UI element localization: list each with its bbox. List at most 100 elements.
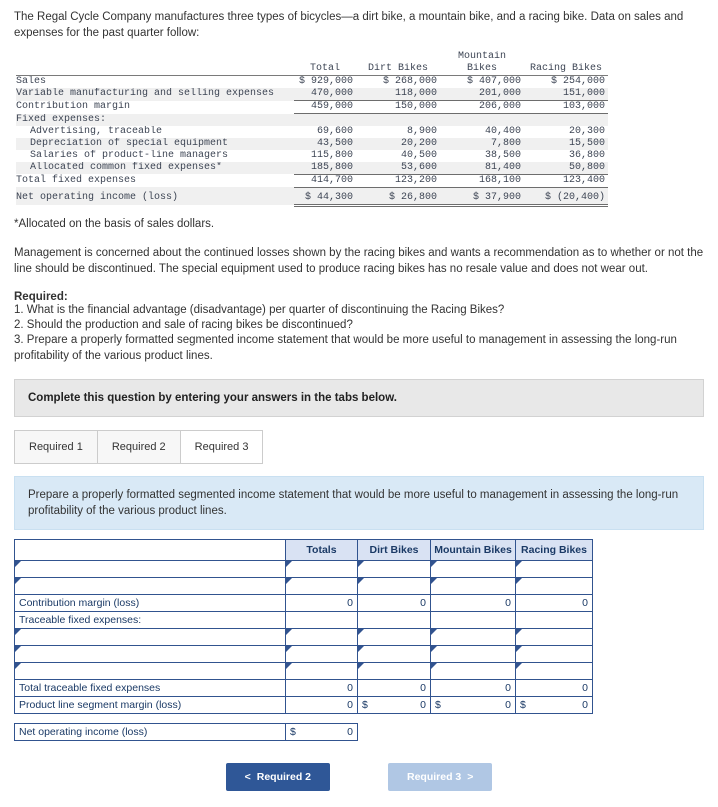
answer-table-row: Total traceable fixed expenses 0 0 0 0	[14, 678, 593, 697]
problem-table-row: Advertising, traceable 69,600 8,900 40,400 2…	[16, 126, 608, 138]
problem-table-header-top: Mountain	[16, 51, 608, 63]
answer-cell-input[interactable]	[515, 644, 593, 663]
answer-cell-input[interactable]	[515, 576, 593, 595]
management-note: Management is concerned about the contin…	[14, 247, 704, 275]
answer-cell-input[interactable]	[430, 644, 516, 663]
answer-cell-input[interactable]	[357, 661, 431, 680]
prev-required-button[interactable]: < Required 2	[225, 762, 330, 791]
problem-row-value: $ 929,000	[298, 76, 353, 88]
problem-row-value: 414,700	[294, 174, 356, 188]
problem-table-row: Net operating income (loss) $ 44,300 $ 26,…	[16, 187, 608, 207]
cell-value: 0	[582, 681, 588, 694]
answer-cell-input[interactable]	[430, 576, 516, 595]
problem-row-value: 185,800	[294, 161, 356, 175]
tab-required-1[interactable]: Required 1	[14, 429, 98, 464]
answer-cell-input[interactable]	[430, 627, 516, 646]
complete-question-banner: Complete this question by entering your …	[14, 378, 704, 417]
problem-table-row: Variable manufacturing and selling expen…	[16, 88, 608, 102]
answer-label-input[interactable]	[14, 661, 286, 680]
col-header-dirt-bikes: Dirt Bikes	[356, 63, 440, 77]
problem-row-value: 123,400	[524, 174, 608, 188]
problem-row-label: Sales	[16, 76, 47, 88]
answer-cell-input[interactable]	[430, 559, 516, 578]
answer-cell-input[interactable]: $0	[357, 695, 431, 714]
problem-row-value: $ (20,400)	[524, 187, 608, 207]
answer-cell-input[interactable]: 0	[357, 678, 431, 697]
answer-cell-input[interactable]: $0	[430, 695, 516, 714]
answer-cell-input[interactable]	[357, 644, 431, 663]
problem-row-value: 40,400	[484, 125, 521, 137]
problem-row-value: 103,000	[524, 100, 608, 115]
problem-table-row: Contribution margin 459,000 150,000 206,000…	[16, 100, 608, 115]
problem-row-value: 40,500	[400, 149, 437, 161]
left-arrow-icon: <	[244, 770, 251, 783]
required-item-1: 1. What is the financial advantage (disa…	[14, 304, 505, 317]
currency-symbol: $	[520, 698, 526, 711]
answer-cell-input[interactable]	[357, 627, 431, 646]
answer-cell-input[interactable]: 0	[285, 678, 358, 697]
next-required-button[interactable]: Required 3 >	[388, 762, 493, 791]
required-heading: Required:	[14, 291, 68, 304]
answer-cell-input[interactable]	[285, 644, 358, 663]
answer-cell-input[interactable]: $ 0	[285, 722, 358, 741]
problem-row-value: $ 407,000	[466, 76, 521, 88]
answer-cell-input[interactable]: 0	[285, 593, 358, 612]
answer-cell-input[interactable]: 0	[515, 593, 593, 612]
problem-row-label: Allocated common fixed expenses*	[30, 161, 223, 173]
problem-row-value: $ 26,800	[356, 187, 440, 207]
required-item-2: 2. Should the production and sale of rac…	[14, 319, 353, 332]
answer-table-body: Contribution margin (loss) 0 0 0 0 Traceable …	[14, 559, 593, 714]
answer-cell-input[interactable]	[285, 576, 358, 595]
problem-row-value: 69,600	[316, 125, 353, 137]
answer-col-mountain-bikes: Mountain Bikes	[430, 538, 516, 561]
problem-row-value: 118,000	[356, 88, 440, 102]
cell-value: 0	[347, 596, 353, 609]
answer-cell-input[interactable]	[515, 559, 593, 578]
answer-cell-input[interactable]: $0	[515, 695, 593, 714]
answer-cell-input[interactable]	[515, 661, 593, 680]
problem-row-value	[294, 114, 356, 126]
problem-row-value: 459,000	[294, 100, 356, 115]
answer-cell-input[interactable]: 0	[430, 593, 516, 612]
answer-row-label: Contribution margin (loss)	[14, 593, 286, 612]
answer-cell-input[interactable]	[357, 576, 431, 595]
answer-cell-input[interactable]: 0	[357, 593, 431, 612]
problem-row-value: 201,000	[440, 88, 524, 102]
problem-row-value	[524, 114, 608, 126]
problem-row-value: 206,000	[440, 100, 524, 115]
answer-cell-input[interactable]	[357, 559, 431, 578]
answer-cell-input[interactable]	[285, 559, 358, 578]
answer-label-input[interactable]	[14, 576, 286, 595]
answer-label-input[interactable]	[14, 644, 286, 663]
answer-table-row	[14, 576, 593, 595]
cell-value: 0	[347, 698, 353, 711]
problem-row-label: Salaries of product-line managers	[30, 149, 229, 161]
problem-row-label: Total fixed expenses	[16, 174, 137, 186]
tab-instruction: Prepare a properly formatted segmented i…	[14, 475, 704, 530]
answer-table-row: Traceable fixed expenses:	[14, 610, 593, 629]
answer-cell-input[interactable]: 0	[285, 695, 358, 714]
tab-required-3[interactable]: Required 3	[179, 429, 264, 464]
answer-label-input[interactable]	[14, 627, 286, 646]
answer-cell-input[interactable]	[285, 627, 358, 646]
answer-row-label: Net operating income (loss)	[14, 722, 286, 741]
answer-cell-input[interactable]: 0	[515, 678, 593, 697]
problem-row-label: Contribution margin	[16, 101, 131, 113]
problem-table-row: Fixed expenses:	[16, 113, 608, 126]
answer-cell-input[interactable]	[285, 661, 358, 680]
answer-cell-input[interactable]	[430, 661, 516, 680]
answer-cell-input[interactable]	[515, 627, 593, 646]
currency-symbol: $	[290, 725, 296, 738]
net-operating-income-table: Net operating income (loss) $ 0	[14, 722, 358, 741]
answer-cell-input[interactable]: 0	[430, 678, 516, 697]
cell-value: 0	[347, 725, 353, 738]
col-header-mountain-bikes: Bikes	[440, 63, 524, 77]
problem-row-value: 115,800	[310, 149, 353, 161]
answer-label-input[interactable]	[14, 559, 286, 578]
problem-row-value: 123,200	[356, 174, 440, 188]
tab-navigation: < Required 2 Required 3 >	[14, 762, 704, 791]
problem-row-value: 81,400	[440, 161, 524, 175]
tab-required-2[interactable]: Required 2	[96, 429, 181, 464]
answer-table-row	[14, 627, 593, 646]
